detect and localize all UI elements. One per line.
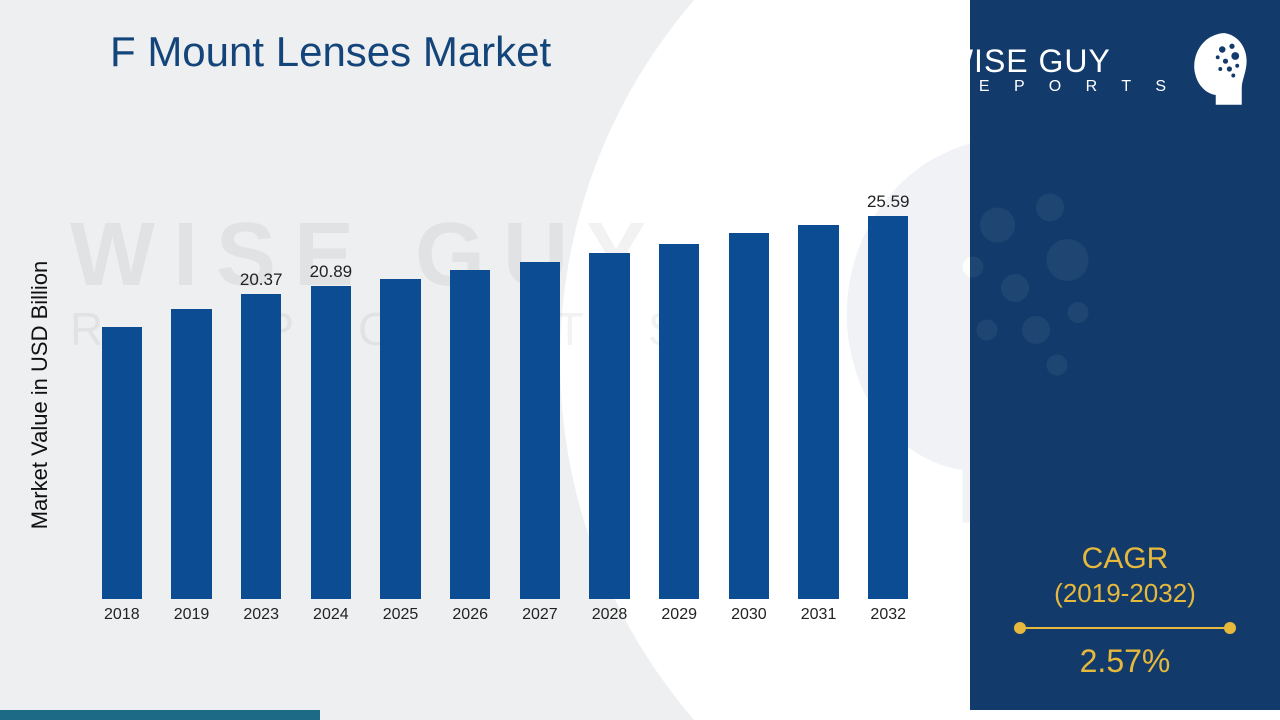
bar [380,279,420,599]
bar-value-label: 25.59 [867,192,910,212]
bar-slot [375,150,427,599]
brand-logo: WISE GUY R E P O R T S [943,30,1252,108]
bar [589,253,629,599]
x-tick-label: 2024 [305,600,357,640]
x-tick-label: 2025 [375,600,427,640]
cagr-block: CAGR (2019-2032) 2.57% [970,542,1280,680]
brand-text: WISE GUY R E P O R T S [943,43,1176,96]
cagr-range: (2019-2032) [970,578,1280,609]
cagr-value: 2.57% [970,643,1280,680]
x-tick-label: 2018 [96,600,148,640]
bar-slot: 25.59 [862,150,914,599]
cagr-divider [1020,627,1230,629]
bar-value-label: 20.37 [240,270,283,290]
bottom-accent-strip [0,710,320,720]
bar [171,309,211,599]
bar [311,286,351,599]
bars-container: 20.37 20.89 25.59 [90,150,920,599]
chart-area: Market Value in USD Billion 20.3720.8925… [40,150,920,640]
x-tick-label: 2026 [444,600,496,640]
page-root: WISE GUY R E P O R T S F Mount Lenses Ma… [0,0,1280,720]
x-tick-label: 2028 [584,600,636,640]
bar-slot [723,150,775,599]
bar-slot [444,150,496,599]
x-tick-label: 2023 [235,600,287,640]
bar-slot [653,150,705,599]
x-tick-label: 2019 [166,600,218,640]
bar [102,327,142,599]
x-tick-label: 2030 [723,600,775,640]
bar [520,262,560,599]
bar [729,233,769,599]
x-tick-label: 2032 [862,600,914,640]
bar-slot [514,150,566,599]
bar-slot [584,150,636,599]
page-title: F Mount Lenses Market [110,28,551,76]
bar-slot: 20.89 [305,150,357,599]
x-axis-labels: 2018 2019 2023 2024 2025 2026 2027 2028 2029 2030… [90,600,920,640]
bar-slot [793,150,845,599]
brand-line2: R E P O R T S [943,78,1176,96]
bar-slot: 20.37 [235,150,287,599]
brand-line1: WISE GUY [943,43,1176,80]
bar-slot [96,150,148,599]
x-tick-label: 2027 [514,600,566,640]
bar [659,244,699,599]
bar-value-label: 20.89 [310,262,353,282]
x-tick-label: 2031 [793,600,845,640]
y-axis-label: Market Value in USD Billion [27,261,53,530]
plot-region: 20.37 20.89 25.59 [90,150,920,600]
cagr-label: CAGR [970,542,1280,576]
x-tick-label: 2029 [653,600,705,640]
bar [450,270,490,599]
brand-head-icon [1186,30,1252,108]
bar-slot [166,150,218,599]
bar [868,216,908,599]
bar [798,225,838,599]
bar [241,294,281,599]
